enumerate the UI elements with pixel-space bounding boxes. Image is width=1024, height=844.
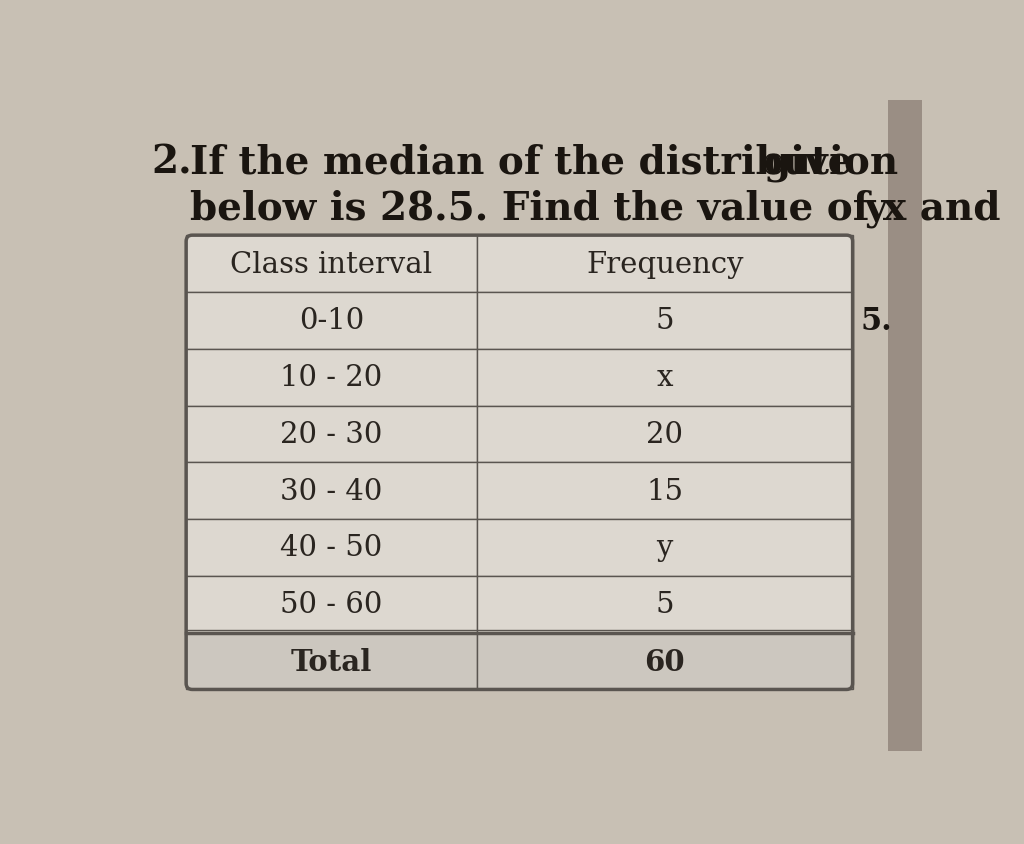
Text: 20 - 30: 20 - 30 [281,420,383,448]
Text: Class interval: Class interval [230,251,432,279]
Text: below is 28.5. Find the value of x and: below is 28.5. Find the value of x and [190,190,1000,228]
Text: y: y [864,190,887,228]
Text: 50 - 60: 50 - 60 [281,591,383,619]
Text: 60: 60 [644,647,685,676]
Text: x: x [656,364,673,392]
Bar [186,293,477,349]
Text: 10 - 20: 10 - 20 [281,364,383,392]
Bar [477,463,853,519]
Text: give: give [764,143,853,182]
Bar [186,463,477,519]
Bar [477,519,853,576]
Bar [477,633,853,690]
Text: 15: 15 [646,477,683,505]
Bar [477,349,853,406]
Bar [186,235,477,293]
Text: If the median of the distribution: If the median of the distribution [190,143,911,181]
Text: 0-10: 0-10 [299,307,365,335]
Bar [888,101,922,751]
Text: 5.: 5. [860,306,892,337]
Bar [186,406,477,463]
Bar [477,406,853,463]
Bar [186,576,477,633]
Bar [477,235,853,293]
Text: y: y [656,534,673,562]
Bar [477,576,853,633]
Bar [186,519,477,576]
Text: Total: Total [291,647,372,676]
Text: 5: 5 [655,307,674,335]
Bar [186,349,477,406]
Text: Frequency: Frequency [586,251,743,279]
Text: 20: 20 [646,420,683,448]
Text: 40 - 50: 40 - 50 [281,534,383,562]
Text: 30 - 40: 30 - 40 [281,477,383,505]
Text: 2.: 2. [152,143,191,181]
Text: 5: 5 [655,591,674,619]
Bar [186,633,477,690]
Bar [477,293,853,349]
